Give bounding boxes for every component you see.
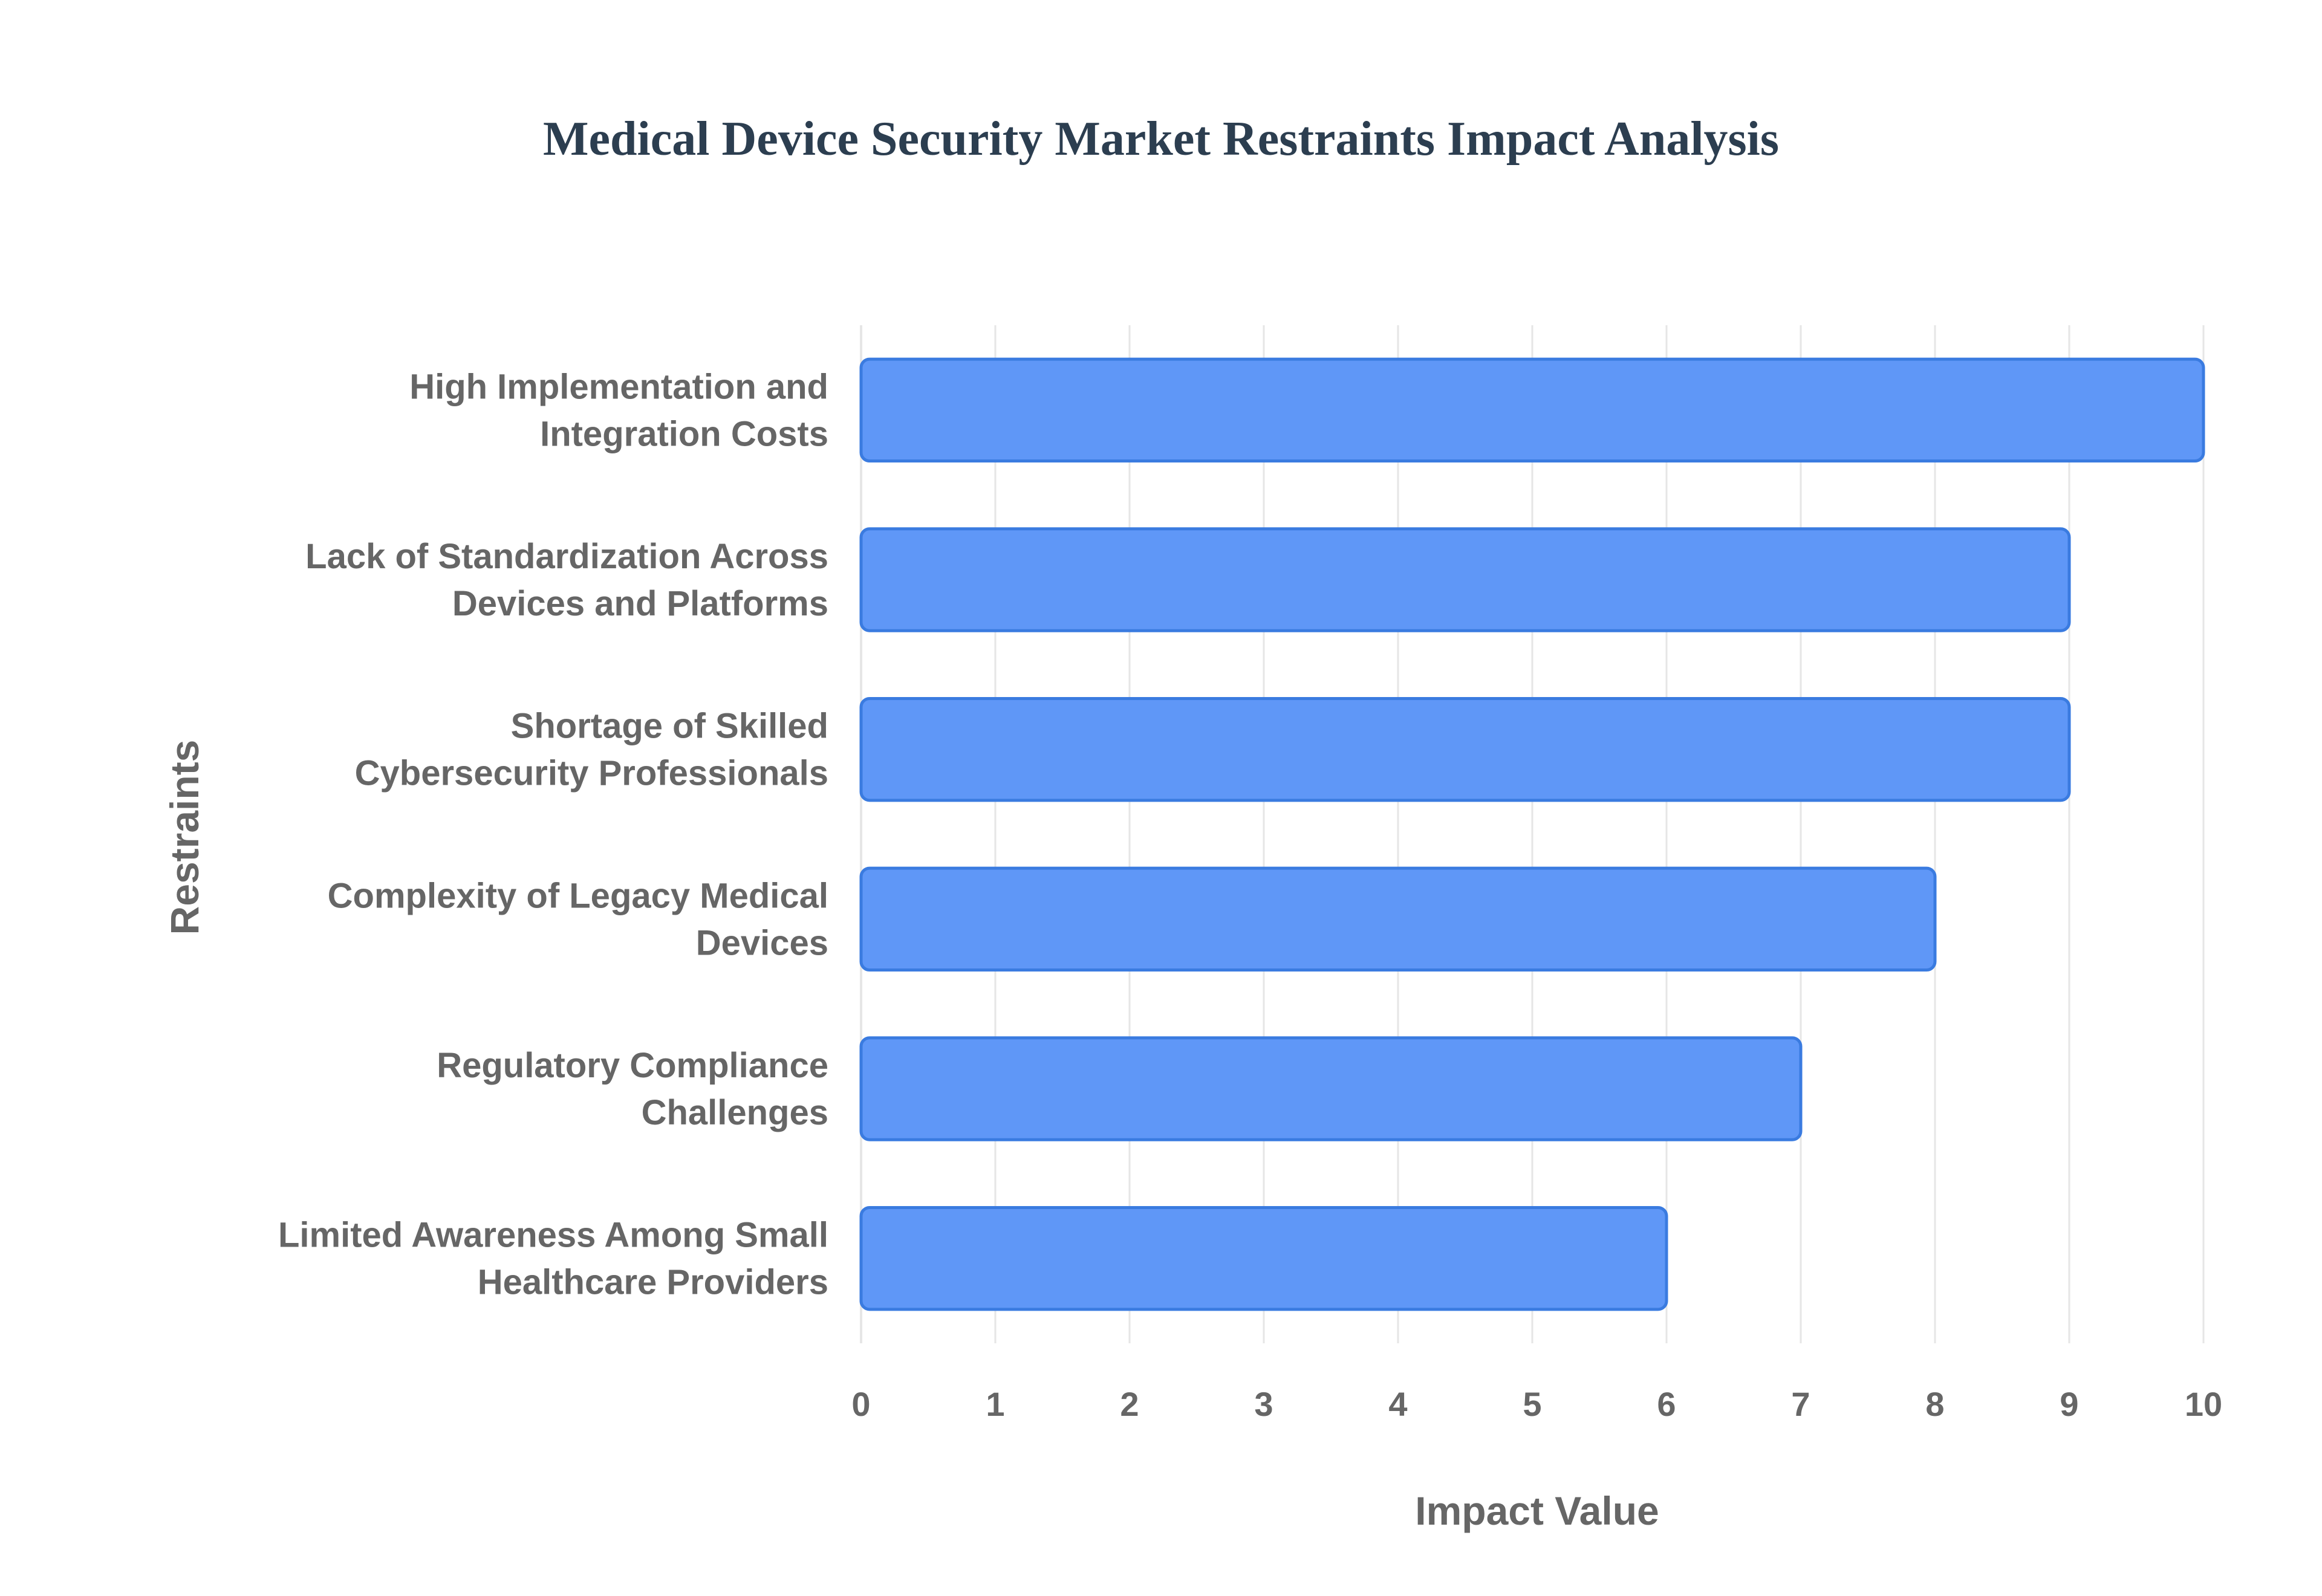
category-label: High Implementation and Integration Costs [409,367,828,453]
bar [859,1205,1668,1311]
category-label: Regulatory Compliance Challenges [437,1046,828,1132]
x-tick-label: 0 [851,1385,870,1423]
x-tick-label: 6 [1657,1385,1676,1423]
x-tick-label: 1 [986,1385,1004,1423]
bar [859,696,2071,802]
x-axis-ticks: 0 1 2 3 4 5 6 7 8 9 10 [851,1385,2222,1423]
category-label: Complexity of Legacy Medical Devices [328,876,828,962]
category-label: Shortage of Skilled Cybersecurity Profess… [355,707,828,793]
x-tick-label: 5 [1523,1385,1541,1423]
x-tick-label: 7 [1791,1385,1810,1423]
grid-lines [860,325,2205,1343]
x-tick-label: 2 [1120,1385,1139,1423]
bar [859,1036,1803,1141]
bar [859,527,2071,632]
chart-title: Medical Device Security Market Restraint… [543,112,1779,166]
x-tick-label: 10 [2185,1385,2222,1423]
category-label: Lack of Standardization Across Devices an… [305,537,828,623]
x-tick-label: 4 [1388,1385,1407,1423]
bar [859,357,2205,463]
y-axis-title: Restraints [162,740,207,935]
x-tick-label: 8 [1925,1385,1944,1423]
x-tick-label: 3 [1254,1385,1273,1423]
bar [859,866,1937,972]
x-tick-label: 9 [2060,1385,2078,1423]
bars [859,357,2205,1311]
x-axis-title: Impact Value [1415,1488,1659,1533]
category-label: Limited Awareness Among Small Healthcare … [278,1216,828,1302]
y-axis-labels: High Implementation and Integration Costs… [278,367,828,1302]
